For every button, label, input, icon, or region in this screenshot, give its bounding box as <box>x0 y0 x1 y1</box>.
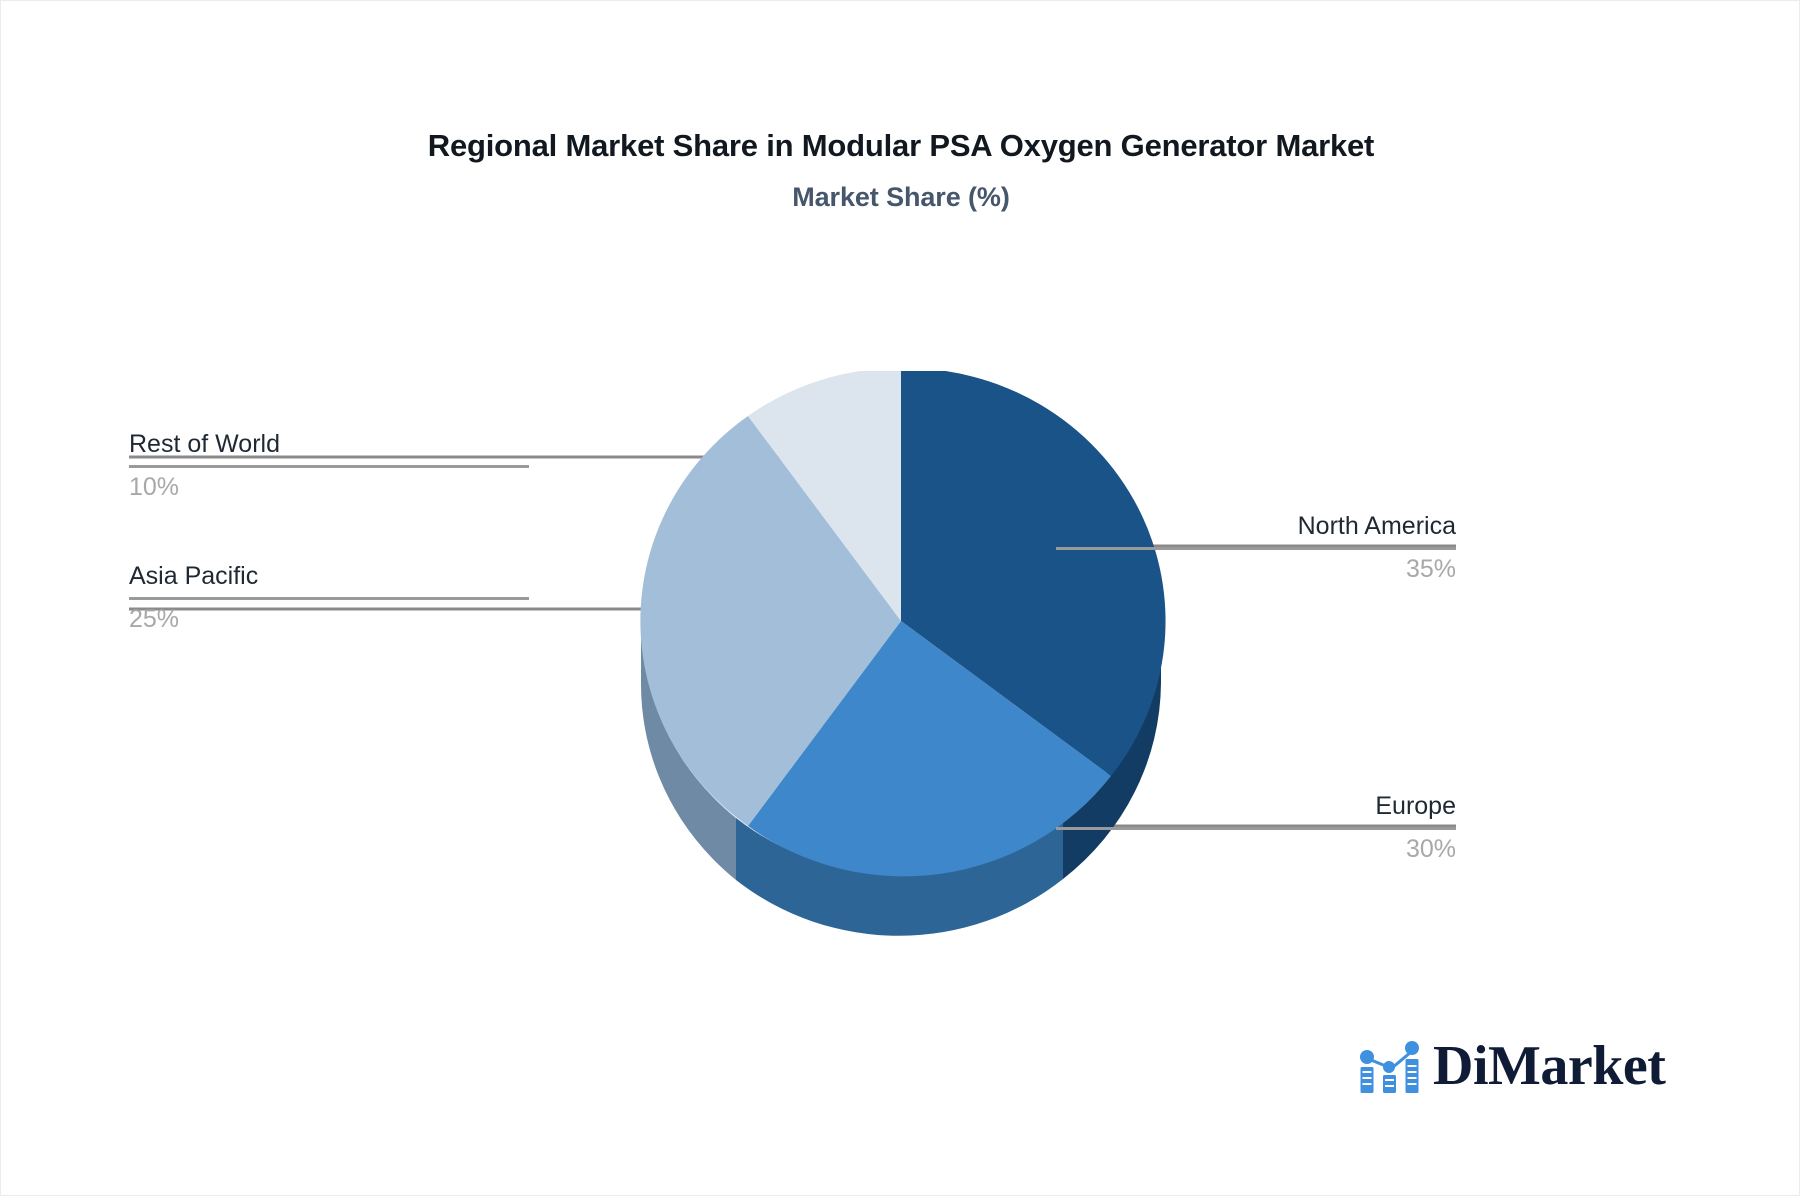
callout-rule-asia-pacific <box>129 597 529 601</box>
pie-slice-asia-pacific <box>640 416 901 826</box>
callout-rule-europe <box>1056 827 1456 831</box>
callout-north-america: North America 35% <box>1056 511 1456 586</box>
callout-label-asia-pacific: Asia Pacific <box>129 562 259 590</box>
pie-side-asia-pacific <box>640 621 712 858</box>
chart-subtitle: Market Share (%) <box>792 182 1010 213</box>
pie-side-north-america <box>1063 621 1161 879</box>
callout-label-rest-of-world: Rest of World <box>129 430 280 458</box>
callout-label-north-america: North America <box>1297 512 1456 540</box>
callout-value-rest-of-world: 10% <box>129 473 180 502</box>
pie-chart <box>576 371 1226 951</box>
callout-europe: Europe 30% <box>1056 791 1456 866</box>
brand-logo-text: DiMarket <box>1433 1035 1666 1097</box>
title-block: Regional Market Share in Modular PSA Oxy… <box>1 128 1799 213</box>
callout-rest-of-world: Rest of World 10% <box>129 429 529 504</box>
pie-side-asia-pacific-2 <box>712 796 736 880</box>
chart-title: Regional Market Share in Modular PSA Oxy… <box>427 128 1375 163</box>
callout-asia-pacific: Asia Pacific 25% <box>129 561 529 636</box>
bar-chart-logo-icon <box>1360 1041 1419 1093</box>
callout-rule-north-america <box>1056 547 1456 551</box>
callout-value-europe: 30% <box>1405 835 1456 864</box>
callout-rule-rest-of-world <box>129 465 529 469</box>
pie-slice-north-america <box>901 371 1166 776</box>
callout-value-asia-pacific: 25% <box>129 605 180 634</box>
callout-value-north-america: 35% <box>1405 555 1456 584</box>
brand-logo: DiMarket <box>1359 1035 1666 1097</box>
pie-side-europe <box>736 817 1063 936</box>
pie-slice-europe <box>748 621 1111 877</box>
callout-label-europe: Europe <box>1375 792 1456 820</box>
pie-slice-rest-of-world <box>748 371 901 621</box>
